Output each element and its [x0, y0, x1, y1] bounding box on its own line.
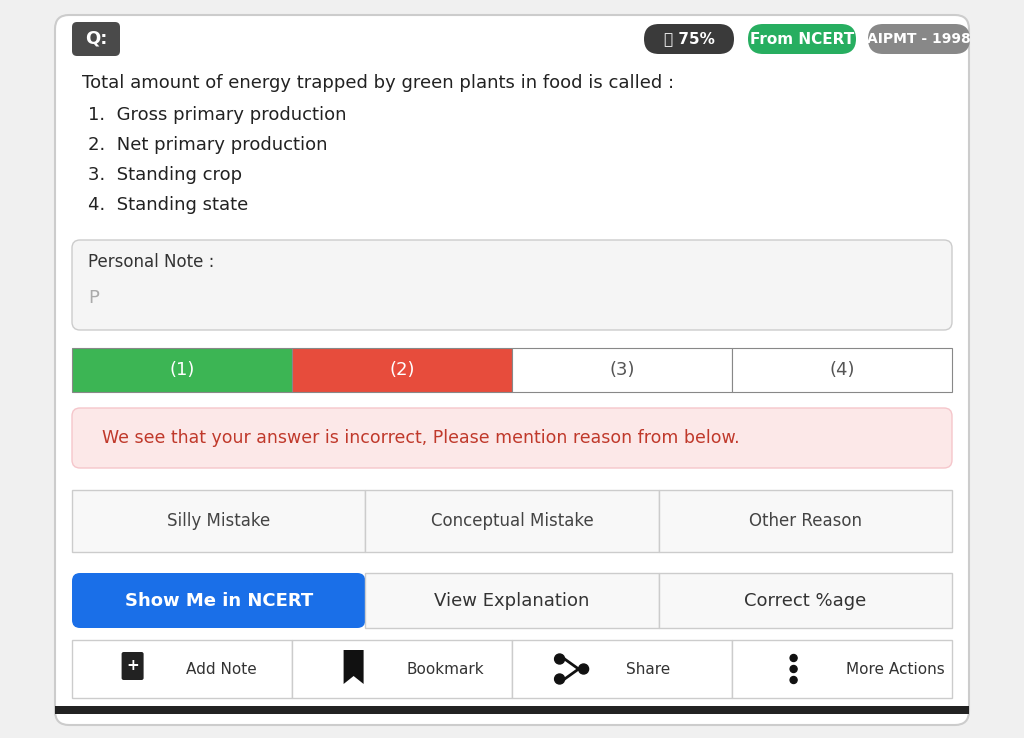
Text: 2.  Net primary production: 2. Net primary production [88, 136, 328, 154]
Bar [292, 348, 512, 392]
Text: Share: Share [627, 661, 671, 677]
Bar [72, 348, 292, 392]
Bar [658, 573, 952, 628]
Circle shape [791, 666, 797, 672]
Text: AIPMT - 1998: AIPMT - 1998 [867, 32, 971, 46]
Circle shape [579, 664, 589, 674]
Text: 1.  Gross primary production: 1. Gross primary production [88, 106, 346, 124]
Bar [732, 348, 952, 392]
Text: Correct %age: Correct %age [744, 591, 866, 610]
Bar [366, 573, 658, 628]
Bar [55, 706, 969, 714]
Text: (2): (2) [389, 361, 415, 379]
Bar [366, 490, 658, 552]
Text: Show Me in NCERT: Show Me in NCERT [125, 591, 312, 610]
Text: More Actions: More Actions [847, 661, 945, 677]
Text: +: + [126, 658, 139, 674]
Bar [512, 348, 732, 392]
Text: P: P [88, 289, 99, 307]
Circle shape [791, 655, 797, 661]
Text: (4): (4) [829, 361, 855, 379]
Bar [732, 640, 952, 698]
FancyBboxPatch shape [644, 24, 734, 54]
FancyBboxPatch shape [72, 573, 366, 628]
Bar [72, 640, 292, 698]
Text: Conceptual Mistake: Conceptual Mistake [431, 512, 593, 530]
FancyBboxPatch shape [122, 652, 143, 680]
Text: We see that your answer is incorrect, Please mention reason from below.: We see that your answer is incorrect, Pl… [102, 429, 739, 447]
Bar [658, 490, 952, 552]
FancyBboxPatch shape [748, 24, 856, 54]
Bar [512, 640, 732, 698]
Text: View Explanation: View Explanation [434, 591, 590, 610]
Text: 4.  Standing state: 4. Standing state [88, 196, 248, 214]
Circle shape [791, 677, 797, 683]
Circle shape [555, 654, 564, 664]
Text: Other Reason: Other Reason [749, 512, 862, 530]
Text: Bookmark: Bookmark [407, 661, 484, 677]
Bar [72, 490, 366, 552]
Text: (1): (1) [169, 361, 195, 379]
Text: Total amount of energy trapped by green plants in food is called :: Total amount of energy trapped by green … [82, 74, 674, 92]
Text: 👍 75%: 👍 75% [664, 32, 715, 46]
FancyBboxPatch shape [55, 15, 969, 725]
FancyBboxPatch shape [72, 240, 952, 330]
Bar [292, 640, 512, 698]
Text: (3): (3) [609, 361, 635, 379]
Polygon shape [344, 650, 364, 684]
Text: 3.  Standing crop: 3. Standing crop [88, 166, 242, 184]
Text: Add Note: Add Note [186, 661, 257, 677]
FancyBboxPatch shape [72, 408, 952, 468]
Circle shape [555, 674, 564, 684]
Text: Personal Note :: Personal Note : [88, 253, 214, 271]
FancyBboxPatch shape [868, 24, 970, 54]
Text: Silly Mistake: Silly Mistake [167, 512, 270, 530]
FancyBboxPatch shape [72, 22, 120, 56]
Text: Q:: Q: [85, 30, 108, 48]
Text: From NCERT: From NCERT [750, 32, 854, 46]
